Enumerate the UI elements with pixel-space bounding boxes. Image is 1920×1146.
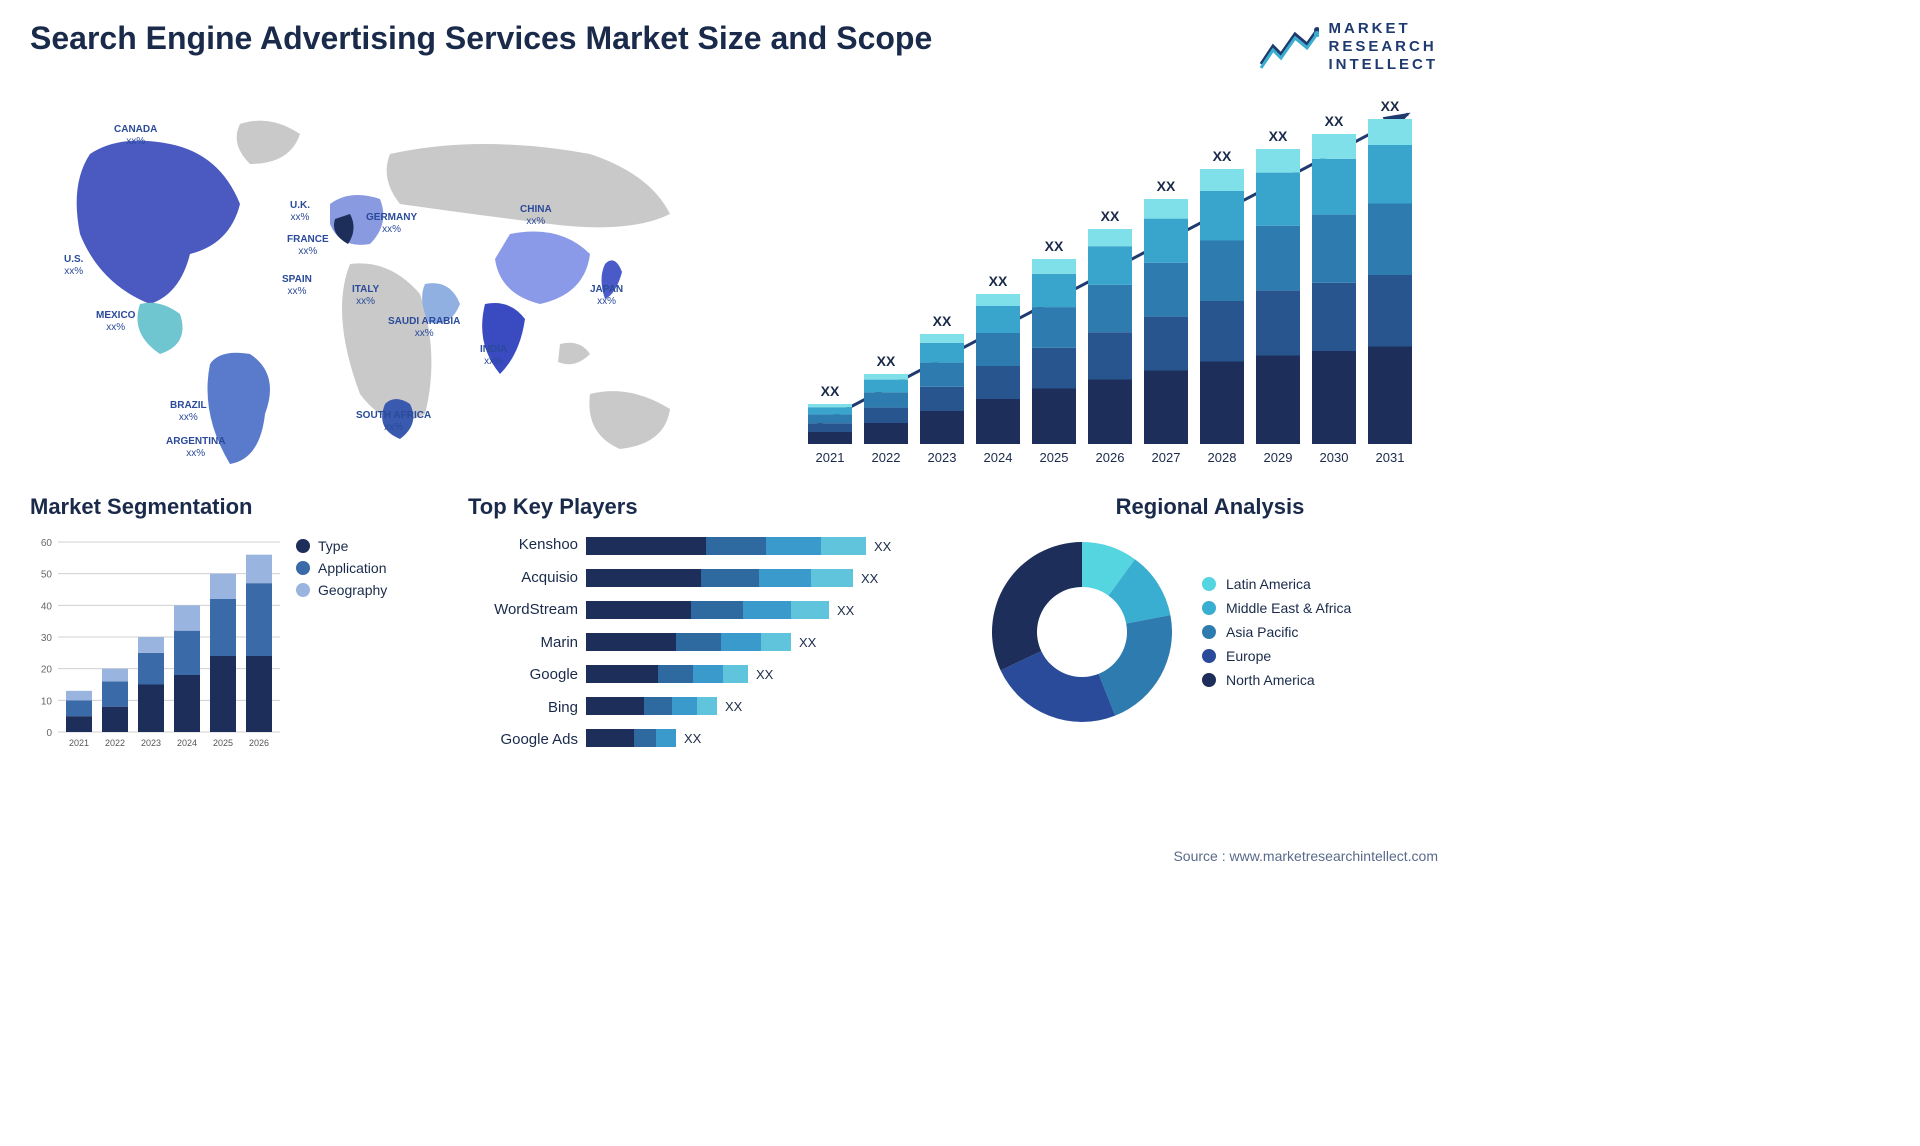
svg-text:0: 0 [46,728,52,739]
player-bar-google-ads: XX [586,728,962,748]
svg-text:XX: XX [1213,148,1232,164]
map-label-india: INDIAxx% [480,344,507,368]
map-label-argentina: ARGENTINAxx% [166,436,225,460]
regional-title: Regional Analysis [982,494,1438,520]
player-bar-google: XX [586,664,962,684]
map-label-south-africa: SOUTH AFRICAxx% [356,410,431,434]
player-label-marin: Marin [468,634,578,651]
segmentation-legend: Type Application Geography [296,532,387,752]
map-label-u.s.: U.S.xx% [64,254,83,278]
svg-text:40: 40 [41,601,53,612]
map-label-spain: SPAINxx% [282,274,312,298]
logo-line2: RESEARCH [1329,38,1439,56]
world-map-section: CANADAxx% U.S.xx% MEXICOxx% BRAZILxx% ARGENT… [30,94,768,474]
svg-text:XX: XX [989,273,1008,289]
svg-text:30: 30 [41,633,53,644]
svg-text:2023: 2023 [928,450,957,465]
svg-text:60: 60 [41,538,53,549]
player-label-google-ads: Google Ads [468,731,578,748]
player-label-wordstream: WordStream [468,601,578,618]
svg-text:XX: XX [1325,113,1344,129]
map-label-canada: CANADAxx% [114,124,157,148]
svg-text:20: 20 [41,665,53,676]
forecast-chart: XX 2021 XX 2022 XX 2023 XX 2024 XX 2025 XX 2026 XX 20… [788,94,1438,474]
svg-text:2027: 2027 [1152,450,1181,465]
svg-text:2025: 2025 [1040,450,1069,465]
page-title: Search Engine Advertising Services Marke… [30,20,932,57]
seg-legend-application: Application [296,560,387,576]
player-bar-wordstream: XX [586,600,962,620]
map-label-japan: JAPANxx% [590,284,623,308]
svg-text:2022: 2022 [872,450,901,465]
seg-legend-geography: Geography [296,582,387,598]
svg-text:XX: XX [1381,98,1400,114]
map-label-france: FRANCExx% [287,234,329,258]
svg-text:2021: 2021 [816,450,845,465]
logo-line3: INTELLECT [1329,56,1439,74]
brand-logo: MARKET RESEARCH INTELLECT [1259,20,1439,74]
svg-text:2029: 2029 [1264,450,1293,465]
player-bar-acquisio: XX [586,568,962,588]
segmentation-chart: 0 10 20 30 40 50 60 2021 2022 2023 2024 2025 2026 [30,532,280,752]
svg-text:2030: 2030 [1320,450,1349,465]
svg-text:2031: 2031 [1376,450,1405,465]
source-label: Source : www.marketresearchintellect.com [1173,848,1438,864]
player-label-google: Google [468,666,578,683]
seg-legend-type: Type [296,538,387,554]
map-label-china: CHINAxx% [520,204,552,228]
player-label-kenshoo: Kenshoo [468,536,578,553]
svg-text:XX: XX [933,313,952,329]
regional-chart: Latin America Middle East & Africa Asia Pa… [982,532,1438,732]
player-label-acquisio: Acquisio [468,569,578,586]
svg-text:2022: 2022 [105,738,125,748]
map-label-u.k.: U.K.xx% [290,200,310,224]
segmentation-title: Market Segmentation [30,494,448,520]
player-bar-kenshoo: XX [586,536,962,556]
svg-text:2021: 2021 [69,738,89,748]
region-legend-north-america: North America [1202,672,1351,688]
svg-text:XX: XX [1157,178,1176,194]
svg-text:2024: 2024 [177,738,197,748]
svg-text:XX: XX [1045,238,1064,254]
svg-text:XX: XX [821,383,840,399]
map-label-mexico: MEXICOxx% [96,310,135,334]
players-chart: Kenshoo Acquisio WordStream Marin Google Bing… [468,532,962,752]
svg-text:XX: XX [1101,208,1120,224]
svg-text:2028: 2028 [1208,450,1237,465]
svg-text:2025: 2025 [213,738,233,748]
player-bar-marin: XX [586,632,962,652]
region-legend-latin-america: Latin America [1202,576,1351,592]
svg-text:2024: 2024 [984,450,1013,465]
region-legend-asia-pacific: Asia Pacific [1202,624,1351,640]
map-label-saudi-arabia: SAUDI ARABIAxx% [388,316,460,340]
player-label-bing: Bing [468,699,578,716]
svg-text:XX: XX [877,353,896,369]
svg-text:2026: 2026 [249,738,269,748]
players-title: Top Key Players [468,494,962,520]
map-label-germany: GERMANYxx% [366,212,417,236]
logo-line1: MARKET [1329,20,1439,38]
svg-text:XX: XX [1269,128,1288,144]
player-bar-bing: XX [586,696,962,716]
map-label-brazil: BRAZILxx% [170,400,207,424]
svg-text:10: 10 [41,696,53,707]
svg-text:2026: 2026 [1096,450,1125,465]
region-legend-middle-east-africa: Middle East & Africa [1202,600,1351,616]
svg-text:2023: 2023 [141,738,161,748]
svg-text:50: 50 [41,570,53,581]
region-legend-europe: Europe [1202,648,1351,664]
map-label-italy: ITALYxx% [352,284,379,308]
